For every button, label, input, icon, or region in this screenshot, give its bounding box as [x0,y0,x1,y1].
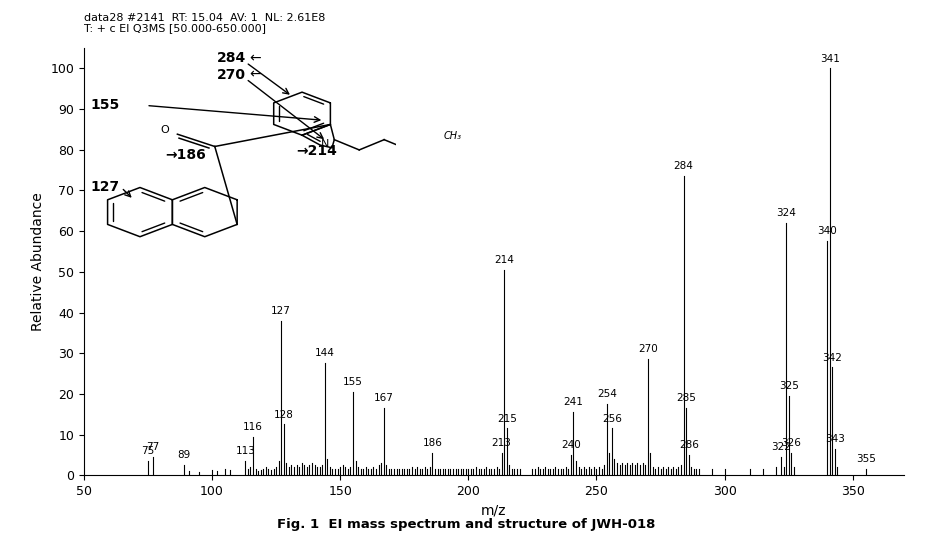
Text: 340: 340 [817,226,837,237]
Text: 186: 186 [422,438,443,448]
Text: 215: 215 [497,414,516,423]
Y-axis label: Relative Abundance: Relative Abundance [31,192,45,331]
Text: 342: 342 [822,352,843,363]
Text: 326: 326 [781,438,802,448]
Text: 254: 254 [596,389,617,399]
Text: T: + c EI Q3MS [50.000-650.000]: T: + c EI Q3MS [50.000-650.000] [84,23,266,33]
Text: 285: 285 [677,393,696,403]
Text: 89: 89 [177,450,190,460]
Text: 355: 355 [856,454,875,464]
Text: 155: 155 [343,377,363,387]
Text: 127: 127 [271,306,291,316]
Text: 286: 286 [678,440,699,450]
Text: 270: 270 [637,344,658,355]
Text: 214: 214 [494,255,514,265]
Text: 144: 144 [315,349,335,358]
Text: 341: 341 [820,53,840,64]
X-axis label: m/z: m/z [481,504,507,517]
Text: 75: 75 [142,446,155,456]
Text: 240: 240 [561,440,581,450]
Text: 256: 256 [602,414,622,423]
Text: 128: 128 [274,410,294,420]
Text: data28 #2141  RT: 15.04  AV: 1  NL: 2.61E8: data28 #2141 RT: 15.04 AV: 1 NL: 2.61E8 [84,13,325,23]
Text: 325: 325 [779,381,799,391]
Text: Fig. 1  EI mass spectrum and structure of JWH-018: Fig. 1 EI mass spectrum and structure of… [277,519,655,531]
Text: 284: 284 [674,161,693,171]
Text: 113: 113 [236,446,255,456]
Text: 322: 322 [771,442,791,452]
Text: 241: 241 [564,397,583,407]
Text: 77: 77 [146,442,159,452]
Text: 343: 343 [825,434,844,444]
Text: 116: 116 [243,422,263,431]
Text: 213: 213 [492,438,512,448]
Text: 324: 324 [776,208,796,218]
Text: 167: 167 [374,393,393,403]
